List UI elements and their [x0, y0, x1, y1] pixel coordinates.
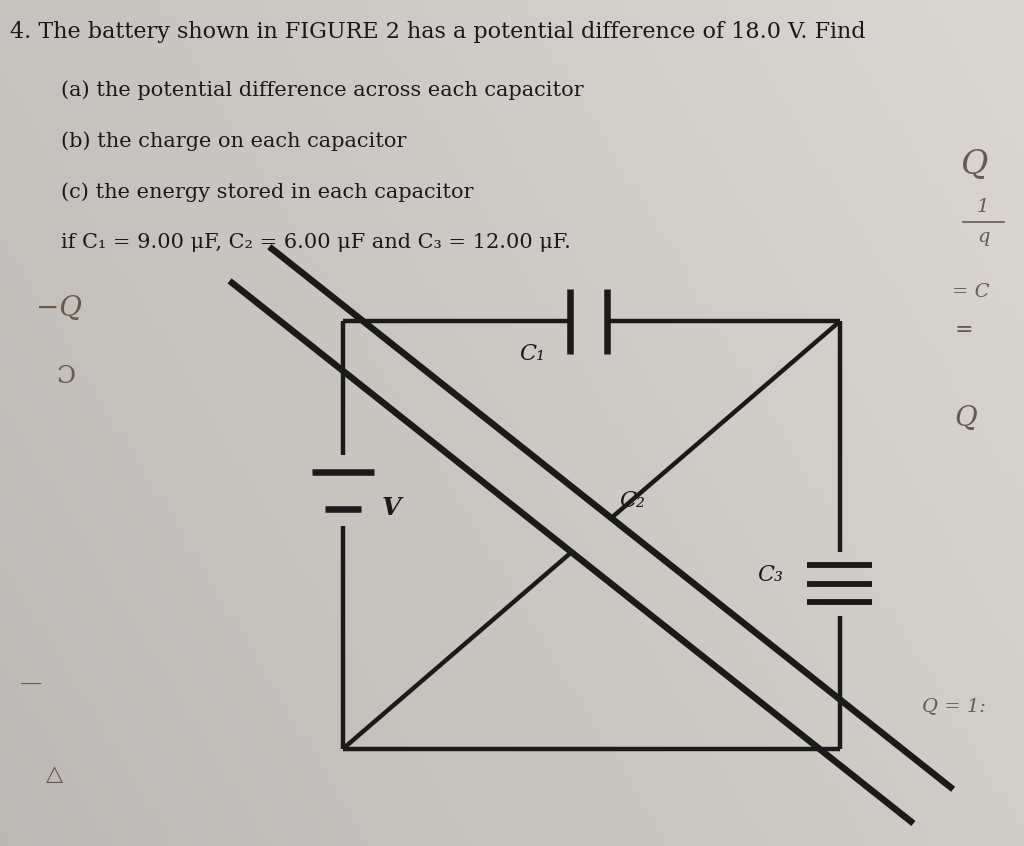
Text: q: q: [977, 228, 989, 246]
Text: (a) the potential difference across each capacitor: (a) the potential difference across each…: [61, 80, 584, 100]
Text: —: —: [20, 674, 43, 696]
Text: C₃: C₃: [758, 564, 783, 586]
Text: 1: 1: [977, 198, 989, 216]
Text: Ɔ: Ɔ: [56, 365, 76, 388]
Text: −Q: −Q: [36, 295, 82, 322]
Text: △: △: [46, 763, 63, 785]
Text: C₂: C₂: [620, 490, 645, 513]
Text: C₁: C₁: [519, 343, 546, 365]
Text: 4. The battery shown in FIGURE 2 has a potential difference of 18.0 V. Find: 4. The battery shown in FIGURE 2 has a p…: [10, 21, 866, 43]
Text: =: =: [954, 319, 973, 341]
Text: V: V: [382, 496, 401, 519]
Text: Q: Q: [954, 405, 977, 432]
Text: if C₁ = 9.00 μF, C₂ = 6.00 μF and C₃ = 12.00 μF.: if C₁ = 9.00 μF, C₂ = 6.00 μF and C₃ = 1…: [61, 233, 571, 251]
Text: (b) the charge on each capacitor: (b) the charge on each capacitor: [61, 131, 407, 151]
Text: = C: = C: [952, 283, 990, 301]
Text: Q = 1:: Q = 1:: [922, 697, 985, 716]
Text: Q: Q: [961, 149, 988, 181]
Text: (c) the energy stored in each capacitor: (c) the energy stored in each capacitor: [61, 182, 474, 201]
